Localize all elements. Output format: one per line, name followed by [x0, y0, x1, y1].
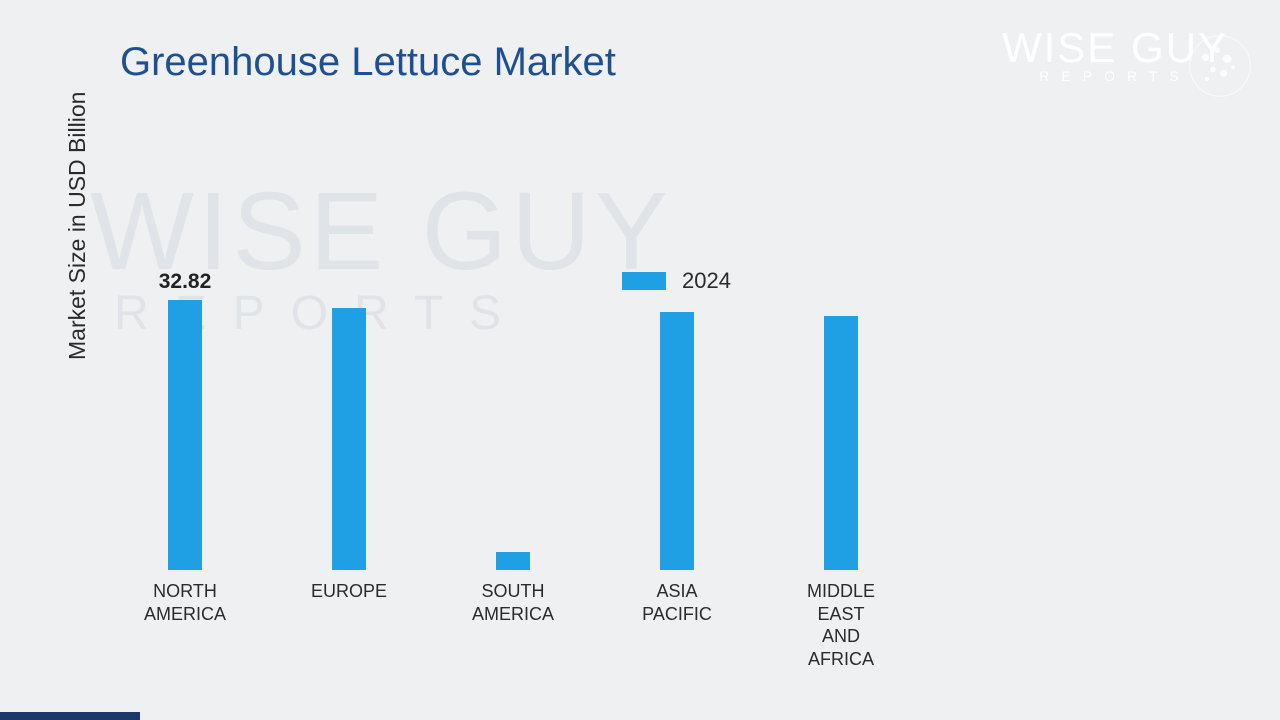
legend: 2024	[622, 268, 731, 294]
chart-title: Greenhouse Lettuce Market	[120, 40, 616, 85]
logo-main-text: WISE GUY	[980, 24, 1250, 72]
bar-chart: 32.82	[120, 300, 940, 570]
page-root: WISE GUY REPORTS Greenhouse Lettuce Mark…	[0, 0, 1280, 720]
x-label-3: ASIAPACIFIC	[607, 580, 747, 625]
x-label-0: NORTHAMERICA	[115, 580, 255, 625]
legend-label: 2024	[682, 268, 731, 294]
bar-value-0: 32.82	[159, 270, 212, 294]
x-label-1: EUROPE	[279, 580, 419, 603]
bar-2	[496, 552, 530, 570]
bar-1	[332, 308, 366, 570]
bottom-accent-bar	[0, 712, 140, 720]
y-axis-label: Market Size in USD Billion	[64, 92, 91, 360]
bar-4	[824, 316, 858, 570]
x-label-4: MIDDLEEASTANDAFRICA	[771, 580, 911, 670]
brand-logo: WISE GUY REPORTS	[980, 24, 1250, 84]
legend-swatch	[622, 272, 666, 290]
bar-3	[660, 312, 694, 570]
x-label-2: SOUTHAMERICA	[443, 580, 583, 625]
bar-0	[168, 300, 202, 570]
